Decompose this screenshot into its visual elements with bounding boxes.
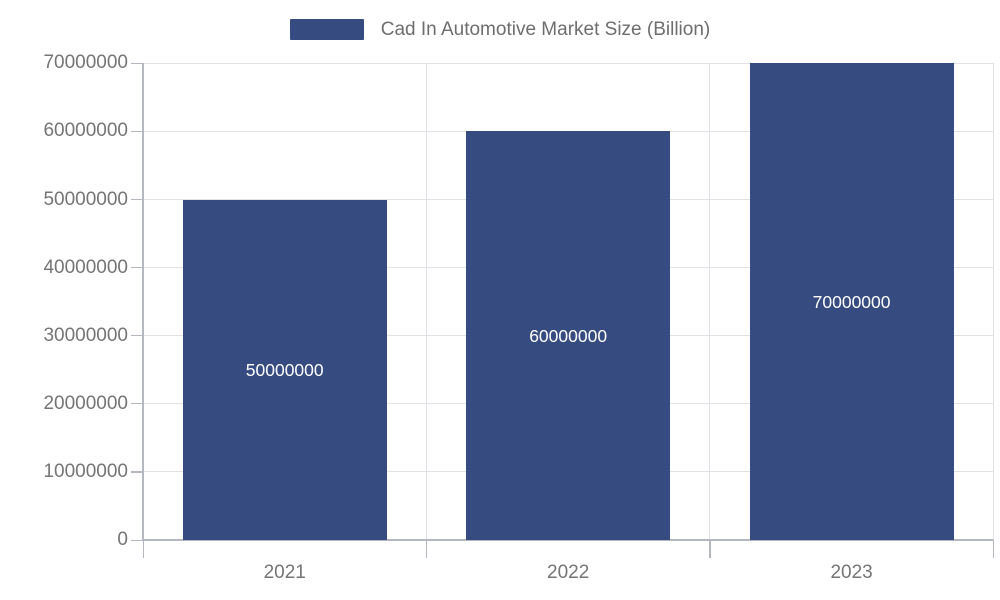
x-axis-tick bbox=[709, 540, 711, 558]
x-axis-category-label: 2021 bbox=[263, 562, 306, 583]
legend[interactable]: Cad In Automotive Market Size (Billion) bbox=[0, 19, 1000, 40]
gridline-horizontal bbox=[143, 62, 994, 64]
bar-2022 bbox=[466, 131, 671, 540]
y-axis-tick-label: 40000000 bbox=[43, 256, 128, 278]
x-axis-category-label: 2022 bbox=[547, 562, 590, 583]
y-axis-tick-label: 60000000 bbox=[43, 120, 128, 142]
y-axis-tick-label: 0 bbox=[117, 529, 128, 550]
y-axis-tick bbox=[131, 403, 143, 405]
gridline-vertical bbox=[709, 63, 711, 540]
x-axis-tick bbox=[992, 540, 994, 558]
y-axis-tick-label: 30000000 bbox=[43, 324, 128, 346]
y-axis-tick bbox=[131, 335, 143, 337]
bar-value-label: 70000000 bbox=[812, 291, 891, 312]
bar-value-label: 50000000 bbox=[245, 359, 324, 380]
x-axis-category-label: 2023 bbox=[830, 562, 873, 583]
y-axis-tick-label: 50000000 bbox=[43, 188, 128, 210]
y-axis-tick-label: 70000000 bbox=[43, 52, 128, 74]
x-axis-line bbox=[142, 539, 994, 541]
bar-value-label: 60000000 bbox=[529, 325, 608, 346]
y-axis-tick-label: 20000000 bbox=[43, 392, 128, 414]
y-axis-tick bbox=[131, 130, 143, 133]
y-axis-tick bbox=[131, 62, 143, 64]
y-axis-tick bbox=[131, 539, 143, 541]
y-axis-tick bbox=[131, 267, 143, 269]
bar-2023 bbox=[749, 63, 954, 540]
x-axis-tick bbox=[142, 540, 144, 558]
gridline-vertical bbox=[992, 63, 994, 540]
gridline-vertical bbox=[425, 63, 427, 540]
legend-swatch-icon bbox=[289, 19, 364, 40]
bar-2021 bbox=[182, 199, 387, 540]
y-axis-tick bbox=[131, 471, 143, 473]
y-axis-line bbox=[142, 63, 144, 540]
y-axis-tick-label: 10000000 bbox=[43, 460, 128, 482]
x-axis-tick bbox=[425, 540, 428, 558]
y-axis-tick bbox=[131, 199, 143, 201]
legend-label: Cad In Automotive Market Size (Billion) bbox=[380, 19, 711, 40]
